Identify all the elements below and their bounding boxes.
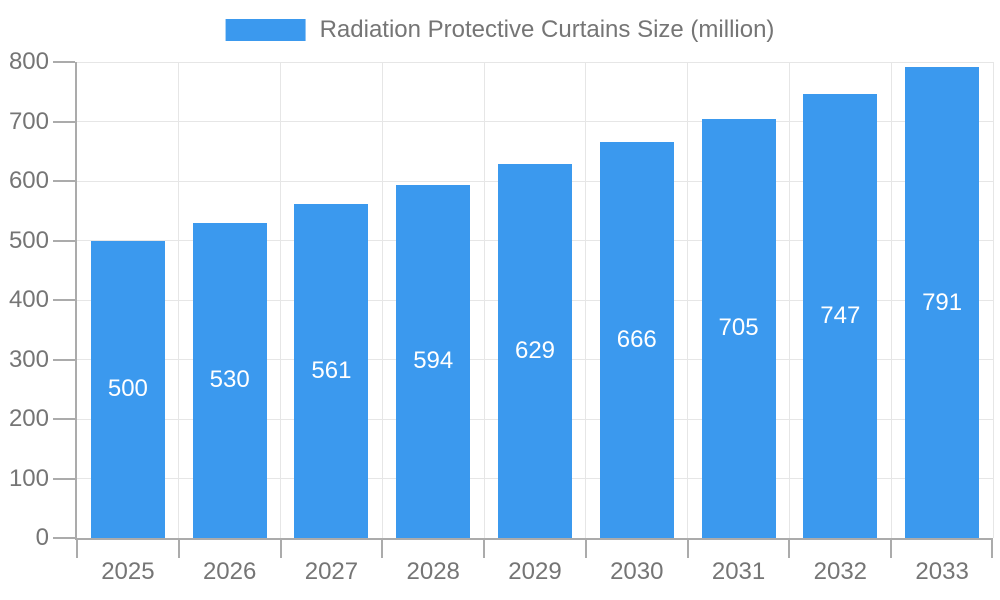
bar-2029	[498, 163, 572, 538]
gridline-vertical	[687, 62, 689, 538]
y-tick-label: 800	[8, 48, 49, 75]
x-axis-tick	[177, 538, 180, 558]
bar-value-label: 594	[413, 347, 454, 375]
gridline-vertical	[992, 62, 994, 538]
gridline-vertical	[890, 62, 892, 538]
gridline-vertical	[381, 62, 383, 538]
bar-value-label: 561	[311, 357, 352, 385]
x-axis-tick	[381, 538, 384, 558]
bar-value-label: 530	[209, 366, 250, 394]
gridline-vertical	[280, 62, 282, 538]
x-axis-tick	[584, 538, 587, 558]
x-axis-tick	[279, 538, 282, 558]
bar-value-label: 747	[820, 301, 861, 329]
bar-value-label: 666	[616, 325, 657, 353]
bar-2033	[905, 67, 980, 538]
x-tick-label: 2027	[304, 558, 359, 585]
bar-2026	[192, 222, 267, 538]
y-tick-label: 700	[8, 107, 49, 135]
x-axis-tick	[76, 538, 78, 558]
plot-inner: 0 100 200 300 400 500 600 700 800 500 2025 530 2026 5…	[9, 50, 994, 585]
x-axis-tick	[788, 538, 791, 558]
bar-value-label: 705	[718, 314, 759, 342]
bar-2025	[90, 240, 165, 538]
legend-swatch-icon	[225, 19, 306, 41]
bar-2030	[599, 141, 674, 538]
plot-area: 0 100 200 300 400 500 600 700 800 500 2025 530 2026 5…	[9, 50, 994, 585]
y-tick-label: 600	[8, 167, 49, 194]
x-tick-label: 2028	[406, 558, 460, 585]
legend-label: Radiation Protective Curtains Size (mill…	[319, 16, 775, 43]
bar-2027	[294, 204, 369, 538]
x-axis-tick	[991, 538, 993, 558]
bar-value-label: 500	[107, 375, 148, 403]
gridline-vertical	[788, 62, 790, 538]
y-tick-label: 500	[8, 226, 49, 254]
gridline-vertical	[178, 62, 180, 538]
gridline-vertical	[483, 62, 485, 538]
bar-value-label: 791	[922, 288, 963, 316]
y-axis-tick	[53, 239, 75, 242]
bar-2032	[803, 93, 878, 538]
y-axis-tick	[53, 120, 75, 123]
x-tick-label: 2033	[915, 558, 969, 585]
x-tick-label: 2029	[508, 558, 562, 585]
x-tick-label: 2032	[813, 558, 868, 585]
x-tick-label: 2030	[610, 558, 664, 585]
gridline-vertical	[585, 62, 587, 538]
y-axis-tick	[53, 358, 75, 361]
y-tick-label: 200	[8, 405, 49, 432]
x-axis-tick	[890, 538, 893, 558]
y-axis-tick	[53, 418, 75, 420]
y-axis-tick	[53, 299, 75, 301]
bar-2031	[701, 118, 776, 538]
bar-2028	[396, 184, 471, 538]
x-tick-label: 2025	[101, 558, 155, 585]
y-axis-tick	[53, 477, 75, 480]
legend[interactable]: Radiation Protective Curtains Size (mill…	[225, 16, 775, 44]
y-tick-label: 400	[8, 286, 49, 313]
x-tick-label: 2026	[202, 558, 257, 585]
x-axis-tick	[483, 538, 486, 558]
gridline-horizontal	[77, 121, 993, 122]
y-axis-tick	[53, 180, 75, 182]
y-axis-tick	[53, 537, 75, 539]
x-axis-tick	[686, 538, 689, 558]
x-tick-label: 2031	[711, 558, 766, 585]
y-axis-tick	[53, 61, 75, 63]
bar-value-label: 629	[514, 336, 556, 364]
y-tick-label: 0	[35, 524, 49, 551]
y-tick-label: 300	[8, 345, 49, 373]
y-tick-label: 100	[8, 464, 49, 492]
gridline-horizontal	[77, 61, 993, 63]
